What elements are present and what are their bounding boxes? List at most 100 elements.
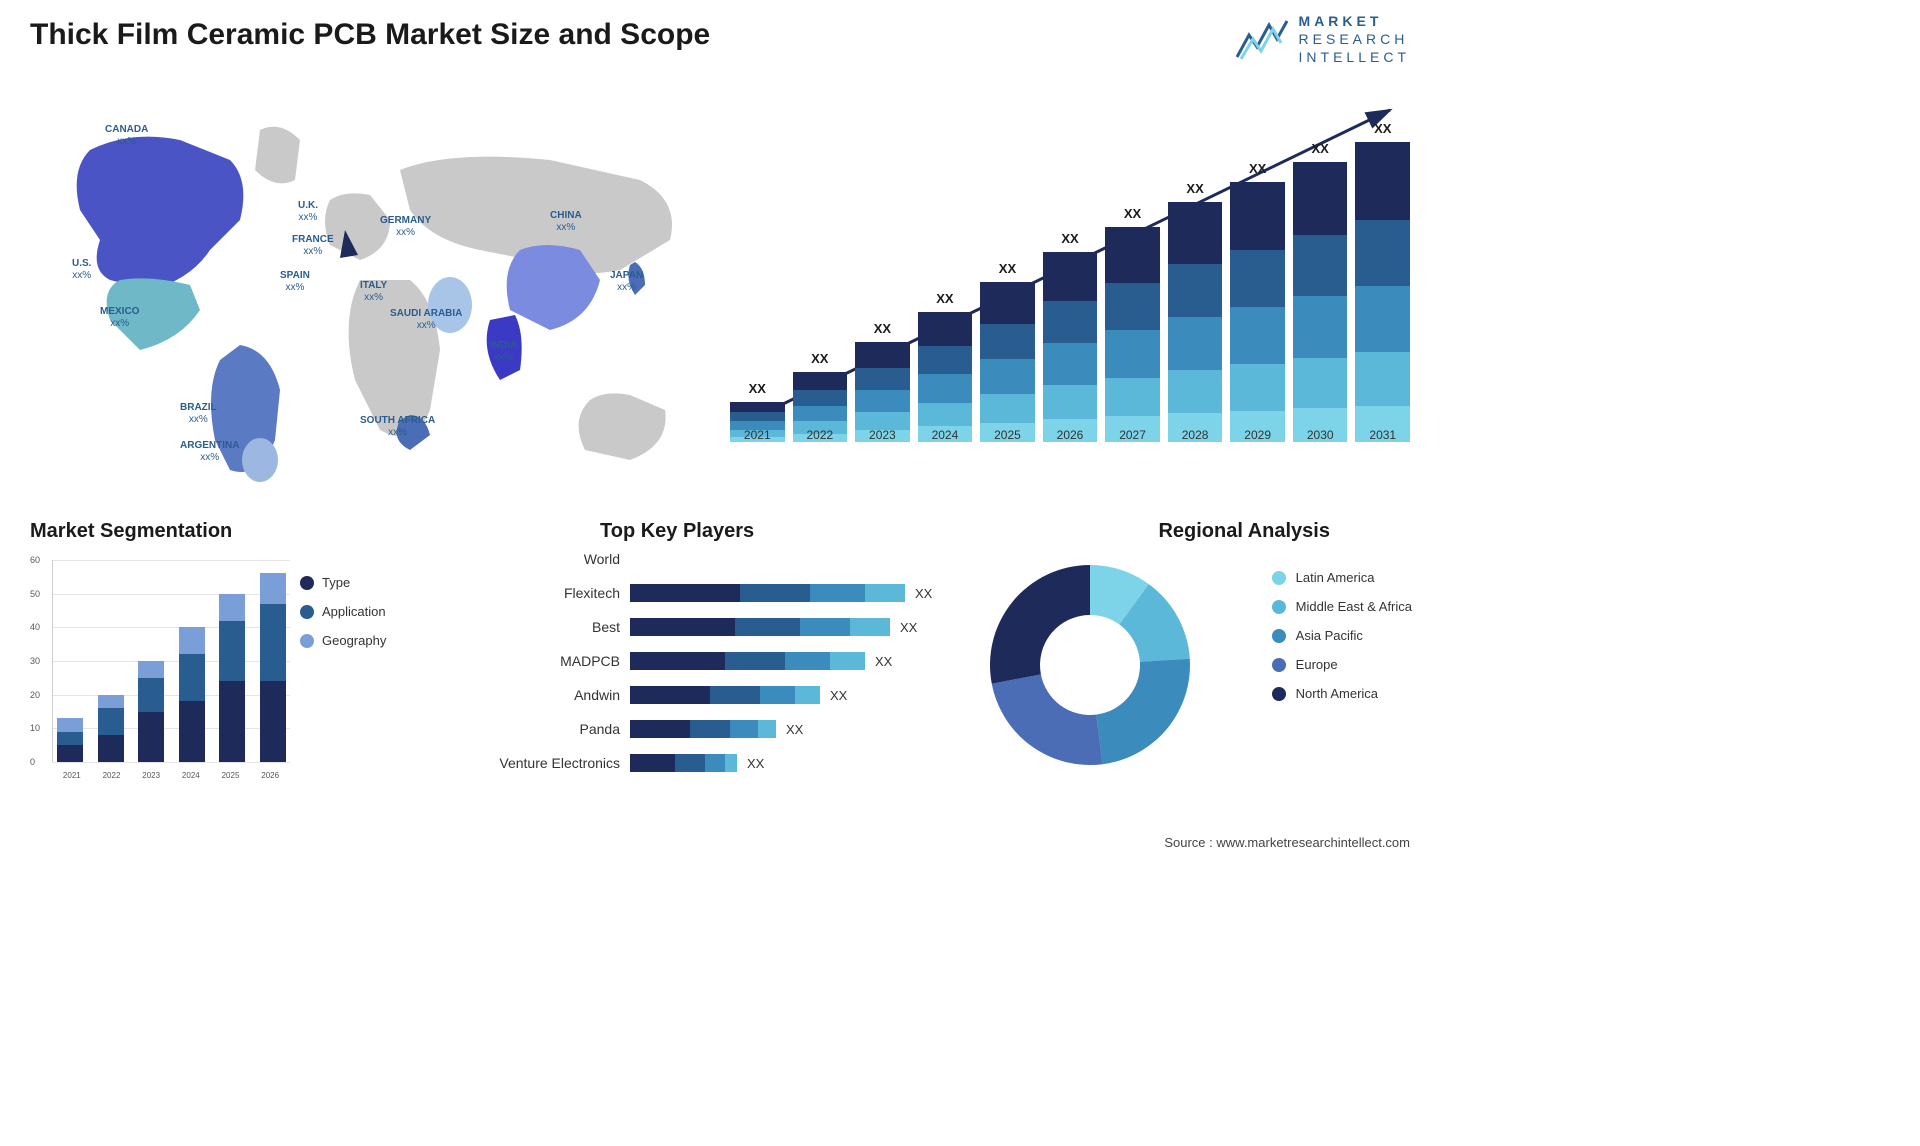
legend-row: Application	[300, 604, 386, 619]
key-player-row: Venture Electronics XX	[480, 749, 960, 777]
growth-bar: XX2031	[1355, 121, 1410, 442]
key-player-label: MADPCB	[480, 653, 630, 669]
donut-slice	[992, 674, 1103, 765]
bar-value-label: XX	[1374, 121, 1391, 136]
growth-bar: XX2021	[730, 381, 785, 442]
legend-row: North America	[1272, 686, 1412, 701]
bar-value-label: XX	[1312, 141, 1329, 156]
key-player-value: XX	[747, 756, 764, 771]
seg-bar	[219, 594, 245, 762]
bar-value-label: XX	[1186, 181, 1203, 196]
map-label: CANADAxx%	[105, 124, 148, 148]
growth-bar: XX2026	[1043, 231, 1098, 442]
donut-slice	[1096, 659, 1190, 764]
map-label: U.K.xx%	[298, 200, 318, 224]
regional-donut	[980, 555, 1200, 775]
seg-y-tick: 0	[30, 757, 35, 767]
logo-line-2: RESEARCH	[1299, 30, 1410, 48]
key-player-row: World	[480, 545, 960, 573]
logo-line-1: MARKET	[1299, 12, 1410, 30]
key-player-bar	[630, 754, 737, 772]
key-players-title: Top Key Players	[600, 520, 754, 543]
key-player-row: Panda XX	[480, 715, 960, 743]
growth-bar: XX 2024	[918, 291, 973, 442]
growth-bar: XX 2022	[793, 351, 848, 442]
growth-bar: XX2029	[1230, 161, 1285, 442]
key-players-chart: WorldFlexitechXXBestXXMADPCBXXAndwinXXPa…	[480, 545, 960, 783]
logo-line-3: INTELLECT	[1299, 48, 1410, 66]
map-label: INDIAxx%	[490, 340, 517, 364]
seg-x-label: 2026	[261, 771, 279, 780]
key-player-label: Best	[480, 619, 630, 635]
bar-year-label: 2024	[918, 428, 973, 442]
growth-bar: XX2025	[980, 261, 1035, 442]
bar-year-label: 2023	[855, 428, 910, 442]
world-map: CANADAxx% U.S.xx% MEXICOxx% BRAZILxx% ARGENT…	[30, 90, 710, 490]
seg-bar	[179, 627, 205, 762]
bar-year-label: 2021	[730, 428, 785, 442]
key-player-row: Andwin XX	[480, 681, 960, 709]
segmentation-legend: TypeApplicationGeography	[300, 575, 386, 662]
map-label: MEXICOxx%	[100, 306, 139, 330]
key-player-value: XX	[900, 620, 917, 635]
seg-x-label: 2024	[182, 771, 200, 780]
seg-y-tick: 60	[30, 555, 40, 565]
regional-legend: Latin America Middle East & Africa Asia Pa…	[1272, 570, 1412, 715]
key-player-value: XX	[875, 654, 892, 669]
seg-y-tick: 40	[30, 622, 40, 632]
bar-value-label: XX	[1249, 161, 1266, 176]
seg-y-tick: 20	[30, 690, 40, 700]
source-text: Source : www.marketresearchintellect.com	[1164, 835, 1410, 850]
seg-bar	[57, 718, 83, 762]
key-player-bar	[630, 652, 865, 670]
key-player-row: FlexitechXX	[480, 579, 960, 607]
seg-bar	[98, 695, 124, 762]
key-player-label: Andwin	[480, 687, 630, 703]
bar-year-label: 2030	[1293, 428, 1348, 442]
key-player-bar	[630, 720, 776, 738]
bar-value-label: XX	[1061, 231, 1078, 246]
bar-value-label: XX	[811, 351, 828, 366]
legend-row: Asia Pacific	[1272, 628, 1412, 643]
seg-x-label: 2021	[63, 771, 81, 780]
growth-bar: XX 2027	[1105, 206, 1160, 442]
map-label: CHINAxx%	[550, 210, 582, 234]
map-label: FRANCExx%	[292, 234, 334, 258]
bar-value-label: XX	[936, 291, 953, 306]
bar-year-label: 2022	[793, 428, 848, 442]
bar-value-label: XX	[1124, 206, 1141, 221]
legend-row: Type	[300, 575, 386, 590]
map-label: ITALYxx%	[360, 280, 387, 304]
seg-y-tick: 10	[30, 723, 40, 733]
map-label: SAUDI ARABIAxx%	[390, 308, 462, 332]
bar-value-label: XX	[874, 321, 891, 336]
legend-row: Middle East & Africa	[1272, 599, 1412, 614]
seg-x-label: 2025	[222, 771, 240, 780]
seg-y-tick: 30	[30, 656, 40, 666]
seg-bar	[260, 573, 286, 762]
key-player-value: XX	[786, 722, 803, 737]
key-player-label: World	[480, 551, 630, 567]
logo-icon	[1235, 17, 1289, 61]
map-label: U.S.xx%	[72, 258, 91, 282]
legend-row: Latin America	[1272, 570, 1412, 585]
regional-title: Regional Analysis	[1158, 520, 1330, 543]
growth-bar: XX 2030	[1293, 141, 1348, 442]
key-player-row: Best XX	[480, 613, 960, 641]
key-player-value: XX	[830, 688, 847, 703]
growth-bar: XX 2023	[855, 321, 910, 442]
map-label: SOUTH AFRICAxx%	[360, 415, 435, 439]
bar-year-label: 2027	[1105, 428, 1160, 442]
map-label: BRAZILxx%	[180, 402, 217, 426]
key-player-label: Panda	[480, 721, 630, 737]
map-label: ARGENTINAxx%	[180, 440, 239, 464]
key-player-label: Venture Electronics	[480, 755, 630, 771]
growth-bar: XX2028	[1168, 181, 1223, 442]
brand-logo: MARKET RESEARCH INTELLECT	[1235, 12, 1410, 67]
bar-value-label: XX	[999, 261, 1016, 276]
map-label: SPAINxx%	[280, 270, 310, 294]
key-player-bar	[630, 618, 890, 636]
segmentation-chart: 0102030405060 202120222023202420252026	[30, 560, 290, 780]
seg-x-label: 2022	[103, 771, 121, 780]
key-player-label: Flexitech	[480, 585, 630, 601]
